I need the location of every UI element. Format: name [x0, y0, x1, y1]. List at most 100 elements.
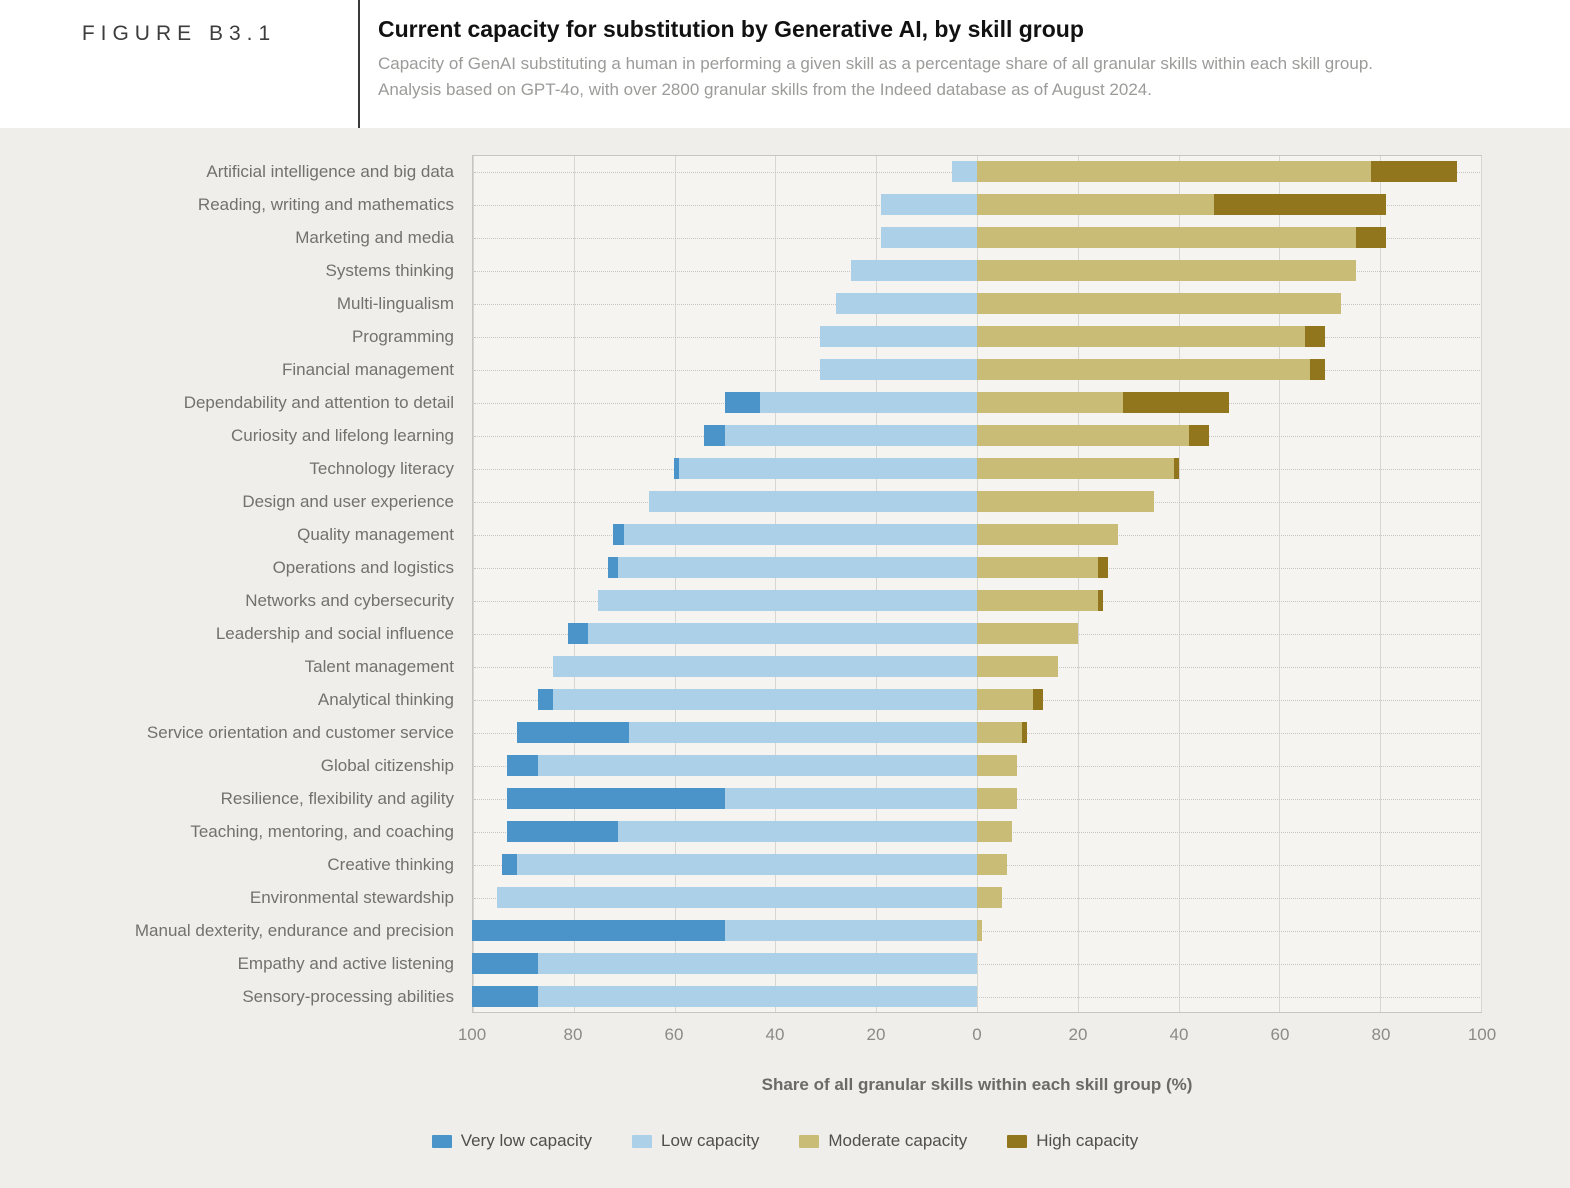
legend-item-moderate: Moderate capacity [799, 1131, 967, 1151]
bar-track [472, 815, 1482, 848]
chart-row: Curiosity and lifelong learning [0, 419, 1482, 452]
legend-label-low: Low capacity [661, 1131, 760, 1150]
moderate-capacity-bar [977, 788, 1018, 809]
chart-panel: Artificial intelligence and big data Read… [0, 128, 1570, 1188]
high-capacity-bar [1032, 689, 1043, 710]
bar-track [472, 386, 1482, 419]
very-low-capacity-bar [507, 788, 725, 809]
category-label: Manual dexterity, endurance and precisio… [134, 920, 454, 940]
category-label: Empathy and active listening [237, 953, 454, 973]
low-capacity-bar [820, 359, 977, 380]
moderate-capacity-bar [977, 920, 983, 941]
chart-row: Global citizenship [0, 749, 1482, 782]
high-capacity-bar [1310, 359, 1326, 380]
legend-item-high: High capacity [1007, 1131, 1138, 1151]
bar-track [472, 947, 1482, 980]
figure-header: FIGURE B3.1 Current capacity for substit… [0, 0, 1570, 128]
bar-track [472, 584, 1482, 617]
chart-row: Programming [0, 320, 1482, 353]
category-label: Design and user experience [242, 491, 454, 511]
chart-rows: Artificial intelligence and big data Read… [0, 155, 1482, 1013]
chart-row: Environmental stewardship [0, 881, 1482, 914]
chart-row: Quality management [0, 518, 1482, 551]
bar-track [472, 188, 1482, 221]
bar-track [472, 353, 1482, 386]
category-label: Programming [351, 326, 454, 346]
category-label: Teaching, mentoring, and coaching [190, 821, 454, 841]
low-capacity-bar [598, 590, 977, 611]
moderate-capacity-bar [977, 656, 1058, 677]
low-capacity-bar [724, 425, 977, 446]
gridline [876, 156, 878, 1012]
x-axis-tick-label: 100 [1467, 1025, 1497, 1044]
x-axis-title: Share of all granular skills within each… [761, 1075, 1193, 1094]
chart-row: Empathy and active listening [0, 947, 1482, 980]
gridline [977, 156, 978, 1012]
moderate-capacity-bar [977, 359, 1311, 380]
moderate-capacity-bar [977, 293, 1341, 314]
category-label: Service orientation and customer service [146, 722, 454, 742]
category-label: Dependability and attention to detail [183, 392, 454, 412]
x-axis-tick-label: 20 [866, 1025, 886, 1044]
bar-track [472, 452, 1482, 485]
moderate-capacity-bar [977, 524, 1119, 545]
x-axis-tick-label: 40 [1169, 1025, 1189, 1044]
high-capacity-bar [1355, 227, 1387, 248]
low-capacity-bar [552, 656, 977, 677]
moderate-capacity-bar [977, 821, 1013, 842]
legend-swatch-low [632, 1134, 653, 1148]
gridline [573, 156, 575, 1012]
chart-row: Financial management [0, 353, 1482, 386]
bar-track [472, 650, 1482, 683]
moderate-capacity-bar [977, 887, 1003, 908]
x-axis-tick-label: 80 [563, 1025, 583, 1044]
legend-label-moderate: Moderate capacity [828, 1131, 968, 1150]
x-axis-tick-label: 80 [1371, 1025, 1391, 1044]
category-label: Quality management [297, 524, 454, 544]
category-label: Resilience, flexibility and agility [220, 788, 454, 808]
bar-track [472, 617, 1482, 650]
moderate-capacity-bar [977, 227, 1356, 248]
high-capacity-bar [1305, 326, 1326, 347]
gridline [1077, 156, 1079, 1012]
low-capacity-bar [623, 524, 977, 545]
x-axis-tick-label: 0 [972, 1025, 982, 1044]
chart-row: Artificial intelligence and big data [0, 155, 1482, 188]
moderate-capacity-bar [977, 755, 1018, 776]
low-capacity-bar [850, 260, 977, 281]
low-capacity-bar [820, 326, 977, 347]
high-capacity-bar [1098, 557, 1109, 578]
chart-row: Technology literacy [0, 452, 1482, 485]
very-low-capacity-bar [502, 854, 518, 875]
chart-row: Creative thinking [0, 848, 1482, 881]
gridline [775, 156, 777, 1012]
low-capacity-bar [759, 392, 977, 413]
figure-subtitle-line2: Analysis based on GPT-4o, with over 2800… [378, 79, 1152, 99]
chart-row: Reading, writing and mathematics [0, 188, 1482, 221]
category-label: Reading, writing and mathematics [197, 194, 454, 214]
chart-row: Marketing and media [0, 221, 1482, 254]
figure-subtitle-line1: Capacity of GenAI substituting a human i… [378, 54, 1374, 73]
low-capacity-bar [628, 722, 977, 743]
legend-item-low: Low capacity [632, 1131, 759, 1151]
very-low-capacity-bar [567, 623, 589, 644]
moderate-capacity-bar [977, 854, 1008, 875]
bar-track [472, 683, 1482, 716]
low-capacity-bar [537, 986, 977, 1007]
bar-track [472, 848, 1482, 881]
gridline [473, 156, 474, 1012]
category-label: Networks and cybersecurity [245, 590, 454, 610]
gridline [1481, 156, 1482, 1012]
category-label: Sensory-processing abilities [242, 986, 454, 1006]
category-label: Global citizenship [320, 755, 454, 775]
low-capacity-bar [679, 458, 977, 479]
legend-swatch-very_low [431, 1134, 452, 1148]
high-capacity-bar [1098, 590, 1104, 611]
low-capacity-bar [724, 920, 977, 941]
low-capacity-bar [497, 887, 977, 908]
high-capacity-bar [1214, 194, 1387, 215]
very-low-capacity-bar [507, 821, 619, 842]
category-label: Marketing and media [295, 227, 454, 247]
bar-track [472, 419, 1482, 452]
bar-track [472, 782, 1482, 815]
